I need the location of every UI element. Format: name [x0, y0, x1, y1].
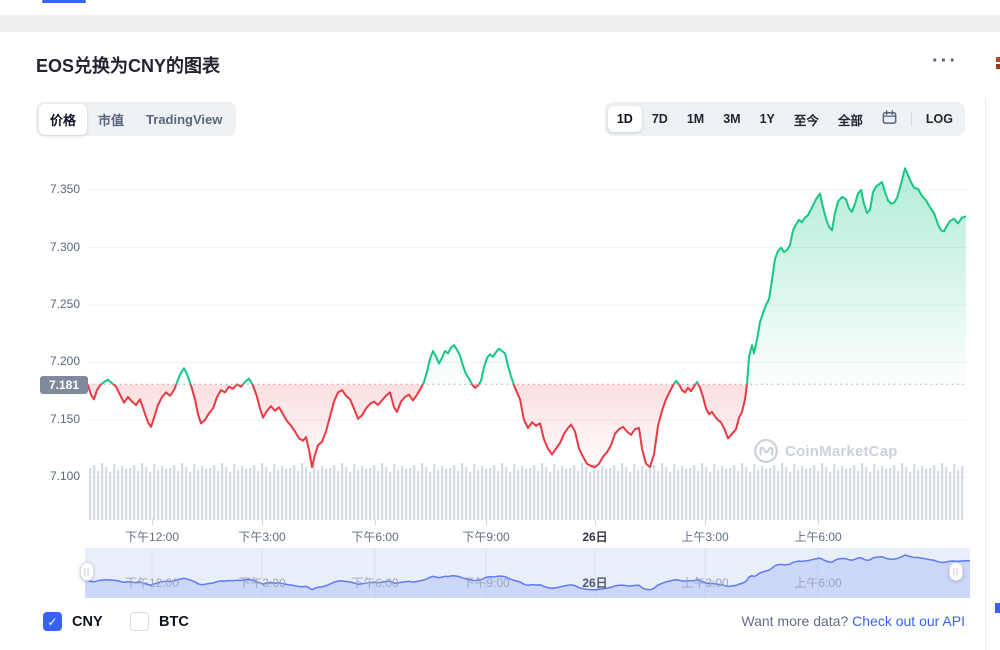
y-tick-7.350: 7.350: [49, 182, 80, 196]
api-link[interactable]: Check out our API: [852, 613, 965, 629]
top-strip: [0, 0, 1000, 15]
navigator-label-下午9:00: 下午9:00: [462, 576, 510, 590]
x-tickmark: [262, 519, 263, 525]
navigator-line: [85, 554, 970, 591]
view-toggle-2[interactable]: TradingView: [146, 111, 223, 127]
navigator-label-上午3:00: 上午3:00: [681, 576, 729, 590]
navigator-label-下午12:00: 下午12:00: [124, 576, 180, 590]
coinmarketcap-watermark: CoinMarketCap: [753, 438, 898, 464]
view-toggle-1[interactable]: 市值: [98, 112, 125, 128]
page-title: EOS兑换为CNY的图表: [36, 56, 221, 76]
range-button-3M[interactable]: 3M: [723, 112, 741, 126]
x-tick-下午6:00: 下午6:00: [351, 530, 399, 544]
x-tickmark: [595, 519, 596, 525]
page-background-band: [0, 15, 1000, 32]
legend-toggle-CNY[interactable]: ✓ CNY: [43, 612, 103, 631]
range-button-1Y[interactable]: 1Y: [759, 112, 775, 126]
price-chart[interactable]: [87, 150, 967, 520]
x-tickmark: [152, 519, 153, 525]
legend-toggle-BTC[interactable]: BTC: [130, 612, 189, 631]
x-tickmark: [375, 519, 376, 525]
y-tick-7.100: 7.100: [49, 469, 80, 484]
price-line-down: [87, 384, 749, 469]
watermark-text: CoinMarketCap: [785, 442, 898, 460]
x-tick-下午12:00: 下午12:00: [124, 530, 180, 544]
range-toolbar: 1D 7D 1M 3M 1Y 至今 全部 LOG: [604, 102, 965, 136]
api-prompt-text: Want more data?: [741, 613, 849, 629]
x-tickmark: [486, 519, 487, 525]
api-promo: Want more data? Check out our API: [741, 613, 965, 629]
clipped-red-text-fragment: [996, 57, 1000, 62]
view-toggle-group: 价格 市值 TradingView: [36, 102, 237, 136]
range-button-7D[interactable]: 7D: [651, 112, 668, 126]
range-button-全部[interactable]: 全部: [837, 113, 863, 128]
navigator-handle-right[interactable]: ||: [949, 562, 963, 581]
range-navigator[interactable]: 下午12:00 下午3:00 下午6:00 下午9:00 26日 上午3:00 上午6:00…: [80, 548, 970, 598]
price-line-up: [99, 167, 967, 385]
range-button-1D[interactable]: 1D: [607, 106, 642, 132]
price-chart-svg: [87, 167, 967, 520]
legend-label-CNY: CNY: [72, 613, 103, 630]
navigator-svg: [85, 548, 970, 598]
log-scale-button[interactable]: LOG: [925, 112, 953, 126]
navigator-area: [85, 555, 970, 598]
x-tickmark: [818, 519, 819, 525]
navigator-label-上午6:00: 上午6:00: [794, 576, 842, 590]
y-tick-7.200: 7.200: [49, 354, 80, 369]
navigator-label-26日: 26日: [582, 576, 608, 590]
y-tick-7.300: 7.300: [49, 239, 80, 254]
area-fill-down: [88, 384, 747, 468]
active-tab-indicator: [42, 0, 86, 3]
volume-bars: [89, 463, 964, 520]
x-tickmark: [705, 519, 706, 525]
y-tick-7.250: 7.250: [49, 296, 80, 311]
range-button-1M[interactable]: 1M: [686, 112, 705, 126]
current-price-badge: 7.181: [40, 376, 88, 394]
x-tick-下午9:00: 下午9:00: [462, 530, 510, 544]
navigator-label-下午6:00: 下午6:00: [351, 576, 399, 590]
x-tick-上午6:00: 上午6:00: [794, 530, 842, 544]
clipped-red-text-fragment: [996, 64, 1000, 69]
panel-divider: [985, 98, 986, 650]
toolbar-separator: [910, 112, 912, 126]
checkbox-checked-icon[interactable]: ✓: [43, 612, 62, 631]
clipped-blue-element-fragment: [995, 603, 1000, 613]
area-fill-up: [88, 168, 966, 385]
more-options-button[interactable]: ···: [932, 50, 958, 72]
y-tick-7.150: 7.150: [49, 411, 80, 426]
x-tick-上午3:00: 上午3:00: [681, 530, 729, 544]
view-toggle-0[interactable]: 价格: [39, 103, 88, 135]
x-tick-下午3:00: 下午3:00: [238, 530, 286, 544]
range-button-至今[interactable]: 至今: [793, 113, 819, 128]
calendar-icon[interactable]: [873, 105, 906, 133]
navigator-label-下午3:00: 下午3:00: [238, 576, 286, 590]
legend-label-BTC: BTC: [159, 613, 189, 630]
coinmarketcap-logo-icon: [754, 439, 778, 463]
navigator-handle-left[interactable]: ||: [80, 562, 94, 581]
checkbox-unchecked-icon[interactable]: [130, 612, 149, 631]
x-tick-26日: 26日: [582, 530, 608, 544]
